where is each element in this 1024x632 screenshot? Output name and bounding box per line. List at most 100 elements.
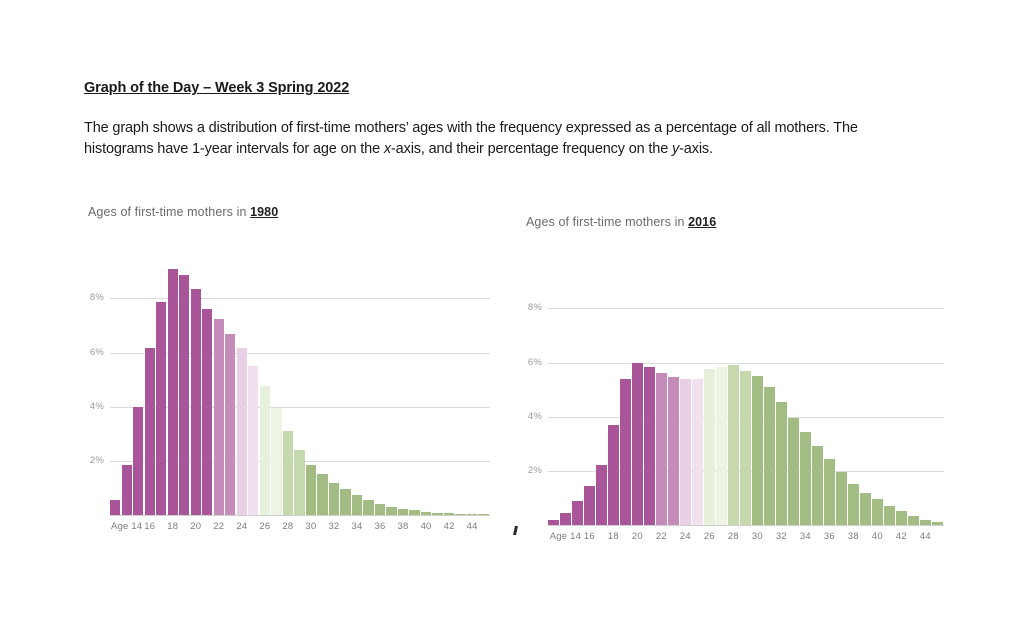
bar (144, 348, 155, 515)
paragraph-segment-1: The graph shows a distribution of first-… (84, 120, 858, 157)
bar (752, 376, 763, 525)
x-axis-tick-label: 30 (305, 521, 317, 532)
bar (740, 370, 751, 525)
bar (584, 485, 595, 525)
bar (156, 302, 167, 515)
bar (282, 431, 294, 515)
page-title: Graph of the Day – Week 3 Spring 2022 (84, 80, 350, 96)
paragraph-segment-3: -axis. (679, 141, 713, 157)
bar (213, 318, 224, 515)
x-axis-tick-label: 38 (847, 531, 859, 542)
x-axis-baseline (110, 515, 490, 516)
chart-2016-title-year: 2016 (688, 215, 717, 229)
bar (884, 506, 895, 525)
chart-1980-plot-area: 2% 4% 6% 8% Age 14 16 18 20 22 24 26 28 30 32 34 36 38 40… (90, 255, 490, 532)
x-axis-tick-label: 34 (799, 531, 811, 542)
x-axis-tick-label: Age 14 (549, 531, 582, 542)
bar (397, 509, 409, 515)
y-axis-tick-label: 6% (89, 346, 104, 358)
bar (716, 366, 727, 525)
gridline-6 (548, 362, 944, 364)
x-axis-tick-label: 36 (823, 531, 835, 542)
description-paragraph: The graph shows a distribution of first-… (84, 118, 896, 160)
chart-1980: Ages of first-time mothers in 1980 2% 4% 6… (84, 200, 504, 540)
bar (443, 513, 455, 515)
bars-layer (110, 255, 490, 515)
x-axis-tick-label: 28 (727, 531, 739, 542)
x-axis-tick-label: 26 (259, 521, 271, 532)
x-axis-tick-label: 42 (895, 531, 907, 542)
chart-1980-title: Ages of first-time mothers in 1980 (88, 205, 278, 219)
x-axis-tick-label: 24 (236, 521, 248, 532)
bar (848, 484, 859, 525)
x-axis-tick-label: 28 (282, 521, 294, 532)
bar (680, 378, 691, 525)
bar (225, 333, 236, 515)
bar (466, 514, 478, 515)
chart-1980-title-year: 1980 (250, 205, 279, 219)
chart-2016-title: Ages of first-time mothers in 2016 (526, 215, 716, 229)
x-axis-tick-label: 34 (351, 521, 363, 532)
bar (340, 489, 351, 515)
bar (271, 408, 282, 515)
bar (351, 494, 363, 515)
x-axis-tick-label: 22 (213, 521, 225, 532)
x-axis-tick-label: 26 (703, 531, 715, 542)
gridline-8 (548, 308, 944, 310)
y-axis-tick-label: 6% (527, 356, 542, 368)
bar (420, 511, 432, 515)
gridline-4 (110, 406, 490, 408)
bar (932, 522, 943, 525)
bar (824, 458, 835, 525)
bar (872, 499, 883, 525)
bar (920, 519, 931, 525)
bar (896, 511, 907, 525)
x-axis-tick-label: 36 (374, 521, 386, 532)
bar (620, 378, 631, 525)
bar (812, 446, 823, 525)
bar (432, 512, 443, 515)
bars-layer (548, 265, 944, 525)
bar (294, 450, 305, 515)
x-axis-tick-label: Age 14 (111, 521, 143, 532)
y-axis-tick-label: 2% (527, 464, 542, 476)
bar (668, 377, 679, 525)
bar (478, 514, 489, 515)
x-axis-tick-label: 30 (751, 531, 763, 542)
bar (860, 492, 871, 525)
bar (632, 362, 643, 525)
x-axis-tick-label: 20 (190, 521, 202, 532)
bar (190, 288, 201, 515)
x-axis-tick-label: 32 (328, 521, 340, 532)
bar (728, 365, 739, 525)
bar (167, 268, 178, 515)
bar (236, 348, 247, 515)
bar (455, 513, 466, 515)
paragraph-segment-2: -axis, and their percentage frequency on… (391, 141, 673, 157)
bar (363, 500, 374, 515)
bar (121, 464, 132, 515)
x-axis-tick-label: 42 (443, 521, 455, 532)
x-axis-tick-label: 16 (144, 521, 156, 532)
y-axis-tick-label: 4% (89, 400, 104, 412)
bar (328, 482, 340, 515)
bar (548, 520, 559, 525)
x-axis-tick-label: 16 (583, 531, 595, 542)
y-axis-tick-label: 8% (89, 292, 104, 304)
paragraph-x-axis-italic: x (383, 141, 391, 157)
bar (374, 504, 386, 515)
x-axis-tick-label: 40 (420, 521, 432, 532)
x-axis-tick-label: 32 (775, 531, 787, 542)
bar (788, 418, 799, 525)
bar (110, 500, 121, 515)
x-axis-tick-label: 44 (919, 531, 931, 542)
x-axis-baseline (548, 525, 944, 526)
bar (248, 366, 259, 515)
bar (836, 472, 847, 525)
bar (596, 465, 607, 525)
bar (800, 431, 811, 525)
x-axis-tick-label: 38 (397, 521, 409, 532)
paragraph-y-axis-italic: y (672, 141, 680, 157)
x-axis-tick-label: 18 (167, 521, 179, 532)
bar (776, 401, 787, 525)
